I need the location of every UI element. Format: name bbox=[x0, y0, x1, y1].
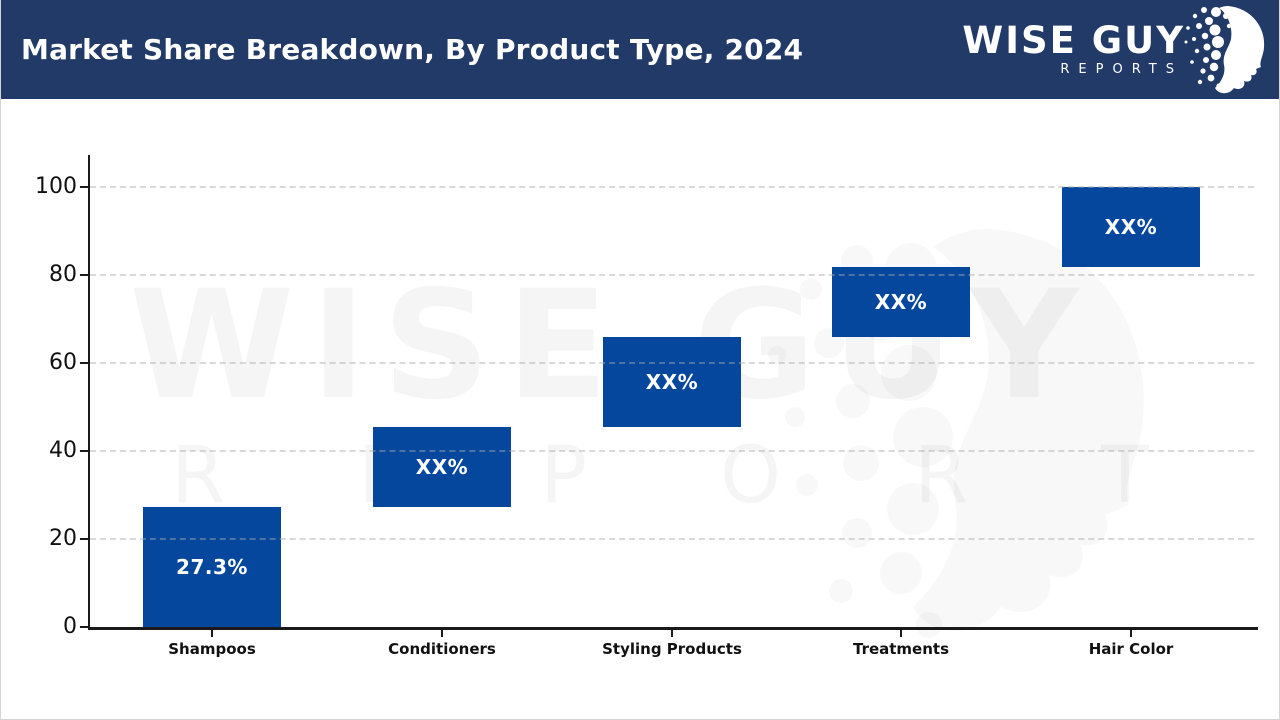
logo-head-icon bbox=[1184, 5, 1265, 93]
gridline bbox=[90, 274, 1254, 276]
page-title: Market Share Breakdown, By Product Type,… bbox=[21, 33, 804, 66]
bar-value-label: XX% bbox=[645, 369, 699, 394]
watermark-subtitle: R E P O R T S bbox=[171, 431, 1279, 521]
wise-guy-logo: WISE GUY REPORTS bbox=[962, 2, 1271, 98]
y-tick-label: 40 bbox=[49, 438, 77, 463]
gridline bbox=[90, 362, 1254, 364]
bar-conditioners: XX% bbox=[373, 426, 511, 507]
gridline bbox=[90, 450, 1254, 452]
y-tick-label: 0 bbox=[63, 614, 77, 639]
y-tick-label: 100 bbox=[35, 174, 77, 199]
x-tick-mark bbox=[441, 630, 443, 637]
bar-value-label: XX% bbox=[415, 454, 469, 479]
y-tick-mark bbox=[80, 274, 89, 276]
gridline bbox=[90, 538, 1254, 540]
x-category-label: Treatments bbox=[852, 640, 950, 658]
y-tick-mark bbox=[80, 538, 89, 540]
x-category-label: Conditioners bbox=[388, 640, 496, 658]
x-category-label: Shampoos bbox=[168, 640, 256, 658]
y-axis-line bbox=[88, 155, 90, 629]
x-tick-mark bbox=[1130, 630, 1132, 637]
bar-styling-products: XX% bbox=[603, 337, 741, 427]
y-tick-label: 60 bbox=[49, 350, 77, 375]
x-tick-mark bbox=[671, 630, 673, 637]
y-tick-label: 20 bbox=[49, 526, 77, 551]
bar-hair-color: XX% bbox=[1062, 187, 1200, 268]
x-tick-mark bbox=[900, 630, 902, 637]
logo-text: WISE GUY REPORTS bbox=[962, 22, 1185, 77]
y-tick-mark bbox=[80, 186, 89, 188]
gridline bbox=[90, 186, 1254, 188]
y-tick-mark bbox=[80, 626, 89, 628]
bar-treatments: XX% bbox=[832, 267, 970, 338]
y-tick-label: 80 bbox=[49, 262, 77, 287]
y-tick-mark bbox=[80, 450, 89, 452]
logo-wordmark: WISE GUY bbox=[962, 19, 1185, 62]
bar-value-label: 27.3% bbox=[176, 554, 248, 579]
chart-area: WISE GUY R E P O R T S 02040608010027.3%… bbox=[1, 99, 1279, 719]
x-category-label: Hair Color bbox=[1088, 640, 1174, 658]
bar-shampoos: 27.3% bbox=[143, 506, 281, 627]
logo-subtitle: REPORTS bbox=[1060, 62, 1183, 77]
y-tick-mark bbox=[80, 362, 89, 364]
x-category-label: Styling Products bbox=[602, 640, 742, 658]
header: Market Share Breakdown, By Product Type,… bbox=[1, 0, 1279, 99]
bar-value-label: XX% bbox=[1104, 215, 1158, 240]
x-tick-mark bbox=[211, 630, 213, 637]
x-axis-line bbox=[88, 627, 1258, 630]
bar-value-label: XX% bbox=[874, 290, 928, 315]
